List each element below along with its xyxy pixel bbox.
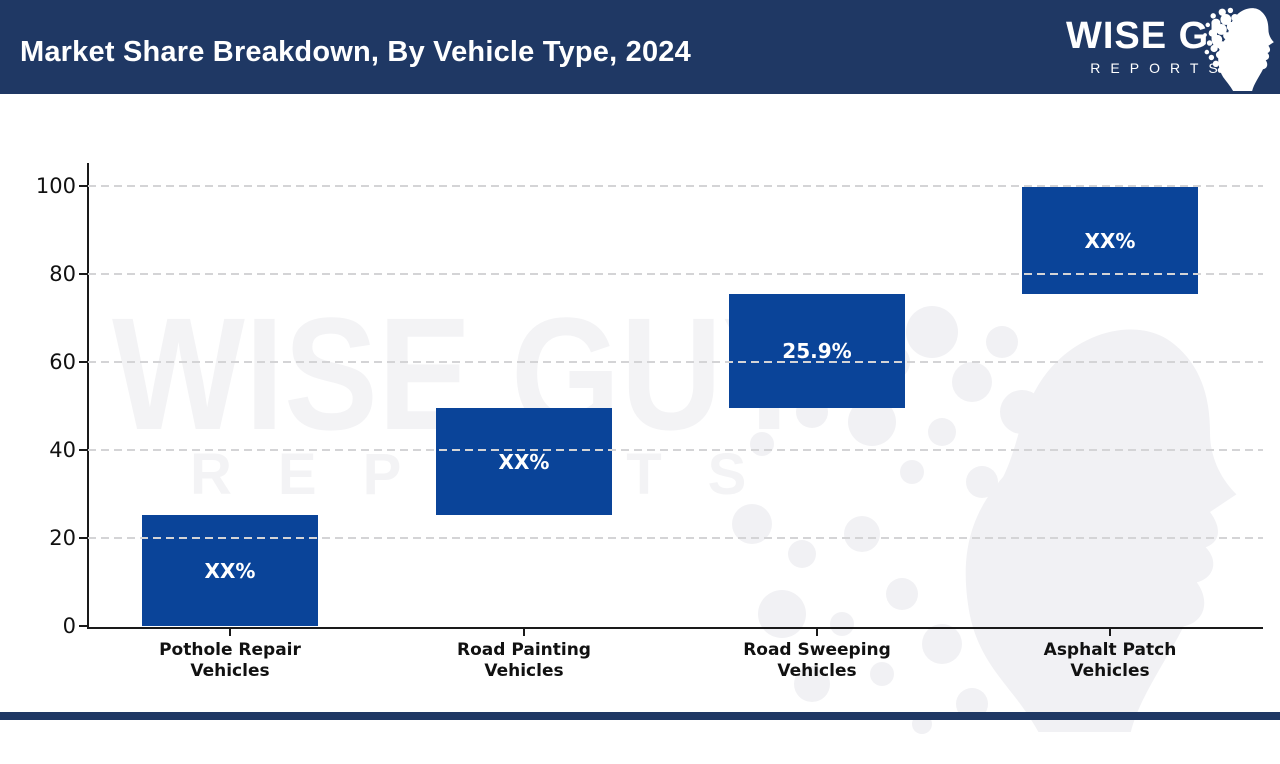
bar-value-label-road-painting-vehicles: XX% — [498, 449, 550, 474]
y-tick-label-100: 100 — [35, 174, 76, 198]
page-title: Market Share Breakdown, By Vehicle Type,… — [20, 36, 691, 68]
y-tick-mark-100 — [79, 185, 87, 187]
bar-value-label-asphalt-patch-vehicles: XX% — [1084, 228, 1136, 253]
wise-guy-logo: WISE GUY REPORTS — [1028, 0, 1278, 94]
y-tick-label-60: 60 — [49, 350, 76, 374]
gridline-80 — [88, 273, 1263, 275]
watermark-face-pattern — [732, 306, 1237, 734]
y-tick-label-20: 20 — [49, 526, 76, 550]
x-axis-label-road-painting-vehicles: Road Painting Vehicles — [457, 640, 591, 681]
y-tick-mark-40 — [79, 449, 87, 451]
x-axis-label-pothole-repair-vehicles: Pothole Repair Vehicles — [159, 640, 301, 681]
header-bar: Market Share Breakdown, By Vehicle Type,… — [0, 0, 1280, 94]
logo-face-icon — [1203, 7, 1274, 91]
y-tick-mark-80 — [79, 273, 87, 275]
footer-bar — [0, 712, 1280, 720]
gridline-20 — [88, 537, 1263, 539]
x-axis-line — [87, 627, 1263, 629]
bar-road-sweeping-vehicles — [729, 294, 905, 409]
bar-pothole-repair-vehicles — [142, 515, 318, 626]
chart-area: XX% XX% 25.9% XX% 0 20 40 60 80 100 Pothole Repair… — [35, 163, 1263, 681]
x-axis-label-road-sweeping-vehicles: Road Sweeping Vehicles — [743, 640, 891, 681]
y-tick-label-0: 0 — [62, 614, 76, 638]
x-tick-mark-road-sweeping-vehicles — [816, 629, 818, 636]
y-tick-label-40: 40 — [49, 438, 76, 462]
y-tick-mark-20 — [79, 537, 87, 539]
gridline-60 — [88, 361, 1263, 363]
bar-value-label-pothole-repair-vehicles: XX% — [204, 558, 256, 583]
background-watermark: WISE GUY REPORTS — [0, 94, 1280, 734]
x-tick-mark-asphalt-patch-vehicles — [1109, 629, 1111, 636]
logo-brand-subtitle: REPORTS — [1090, 59, 1228, 76]
y-axis-line — [87, 163, 89, 628]
bar-road-painting-vehicles — [436, 408, 612, 516]
y-tick-mark-0 — [79, 625, 87, 627]
x-tick-mark-road-painting-vehicles — [523, 629, 525, 636]
page: { "header": { "title": "Market Share Bre… — [0, 0, 1280, 734]
bar-value-label-road-sweeping-vehicles: 25.9% — [782, 339, 852, 364]
bar-asphalt-patch-vehicles — [1022, 186, 1198, 295]
x-axis-label-asphalt-patch-vehicles: Asphalt Patch Vehicles — [1043, 640, 1177, 681]
y-tick-mark-60 — [79, 361, 87, 363]
gridline-40 — [88, 449, 1263, 451]
y-tick-label-80: 80 — [49, 262, 76, 286]
gridline-100 — [88, 185, 1263, 187]
x-tick-mark-pothole-repair-vehicles — [229, 629, 231, 636]
